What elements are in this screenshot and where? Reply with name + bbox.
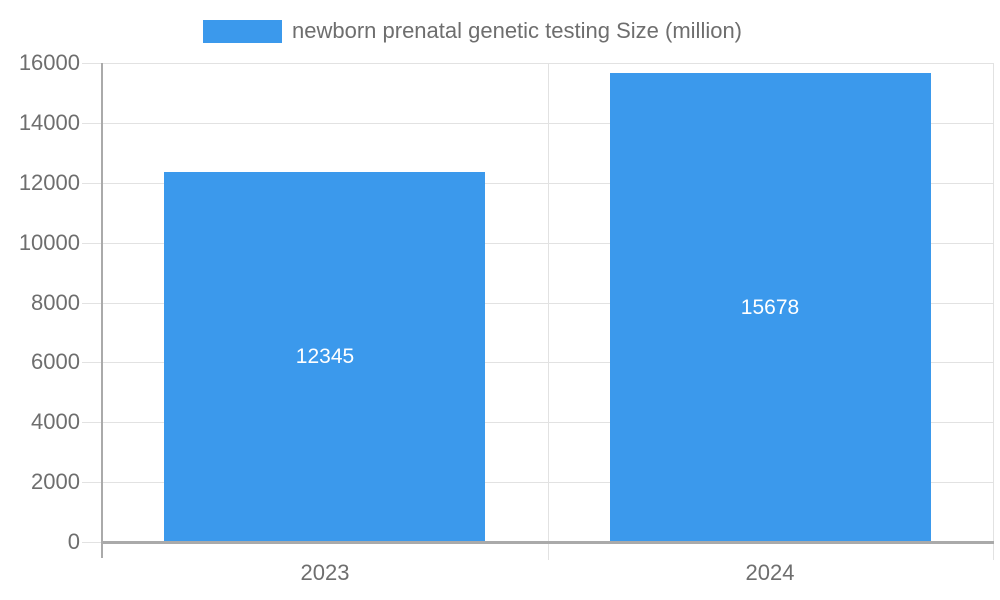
y-gridline <box>82 63 993 64</box>
y-gridline <box>82 482 993 483</box>
bar-value-label: 15678 <box>740 296 800 319</box>
y-tick-label: 6000 <box>31 349 80 374</box>
x-axis-line <box>101 541 994 544</box>
y-tick-label: 8000 <box>31 290 80 315</box>
bar[interactable] <box>164 172 485 542</box>
y-tick-label: 2000 <box>31 469 80 494</box>
legend-swatch[interactable] <box>203 20 282 43</box>
y-tick-label: 4000 <box>31 409 80 434</box>
legend-label: newborn prenatal genetic testing Size (m… <box>292 18 743 43</box>
y-gridline <box>82 422 993 423</box>
x-tick-label: 2023 <box>300 560 350 585</box>
y-tick-label: 10000 <box>18 230 80 255</box>
bar-value-label: 12345 <box>295 345 355 368</box>
y-gridline <box>82 183 993 184</box>
y-gridline <box>82 362 993 363</box>
y-tick-label: 14000 <box>18 110 80 135</box>
bar[interactable] <box>610 73 931 542</box>
legend: newborn prenatal genetic testing Size (m… <box>0 0 1000 52</box>
y-gridline <box>82 303 993 304</box>
y-tick-label: 12000 <box>18 170 80 195</box>
y-tick-label: 16000 <box>18 50 80 75</box>
y-tick-label: 0 <box>67 529 80 554</box>
y-gridline <box>82 243 993 244</box>
plot-right-border <box>993 63 994 560</box>
y-gridline <box>82 123 993 124</box>
x-tick-label: 2024 <box>745 560 795 585</box>
y-axis-line <box>101 63 103 558</box>
category-divider-line <box>548 63 549 560</box>
